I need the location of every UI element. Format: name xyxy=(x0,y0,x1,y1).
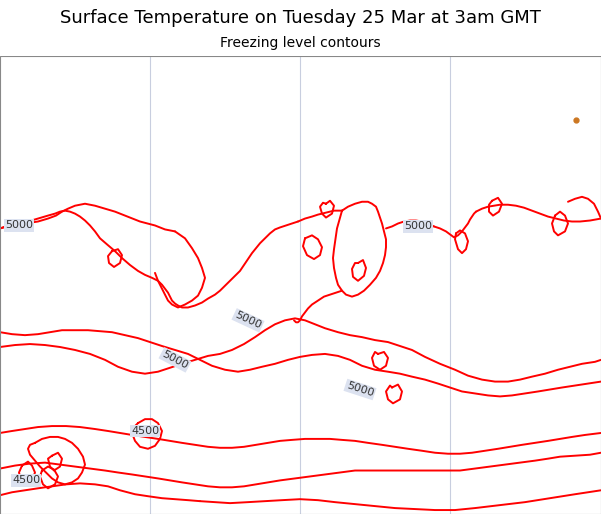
Text: 5000: 5000 xyxy=(233,310,263,331)
Text: 5000: 5000 xyxy=(5,221,33,230)
Text: 5000: 5000 xyxy=(404,222,432,231)
Text: Surface Temperature on Tuesday 25 Mar at 3am GMT: Surface Temperature on Tuesday 25 Mar at… xyxy=(60,9,541,27)
Text: Freezing level contours: Freezing level contours xyxy=(220,36,381,50)
Text: 4500: 4500 xyxy=(12,475,40,485)
Text: 5000: 5000 xyxy=(160,349,190,371)
Text: 4500: 4500 xyxy=(131,426,159,436)
Text: 5000: 5000 xyxy=(345,380,375,398)
